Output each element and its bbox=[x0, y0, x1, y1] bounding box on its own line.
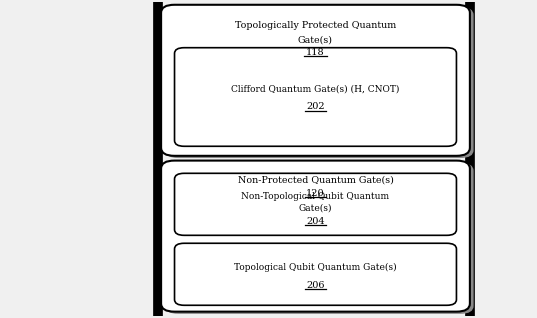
FancyBboxPatch shape bbox=[178, 50, 460, 149]
Text: Non-Protected Quantum Gate(s): Non-Protected Quantum Gate(s) bbox=[237, 175, 394, 184]
FancyBboxPatch shape bbox=[178, 176, 460, 238]
Text: Topologically Protected Quantum: Topologically Protected Quantum bbox=[235, 21, 396, 30]
Text: 120: 120 bbox=[306, 189, 325, 198]
FancyBboxPatch shape bbox=[161, 161, 470, 312]
FancyBboxPatch shape bbox=[175, 173, 456, 235]
Text: Gate(s): Gate(s) bbox=[299, 204, 332, 213]
FancyBboxPatch shape bbox=[165, 7, 474, 158]
Text: Clifford Quantum Gate(s) (H, CNOT): Clifford Quantum Gate(s) (H, CNOT) bbox=[231, 85, 400, 93]
FancyBboxPatch shape bbox=[175, 243, 456, 305]
Text: 206: 206 bbox=[306, 281, 325, 290]
FancyBboxPatch shape bbox=[175, 48, 456, 146]
FancyBboxPatch shape bbox=[161, 5, 470, 156]
FancyBboxPatch shape bbox=[165, 163, 474, 314]
Text: Non-Topological Qubit Quantum: Non-Topological Qubit Quantum bbox=[242, 192, 389, 201]
Text: 204: 204 bbox=[306, 217, 325, 226]
Text: 118: 118 bbox=[306, 48, 325, 57]
Text: Topological Qubit Quantum Gate(s): Topological Qubit Quantum Gate(s) bbox=[234, 263, 397, 273]
Text: Gate(s): Gate(s) bbox=[298, 35, 333, 44]
Text: 202: 202 bbox=[306, 102, 325, 111]
FancyBboxPatch shape bbox=[178, 245, 460, 308]
